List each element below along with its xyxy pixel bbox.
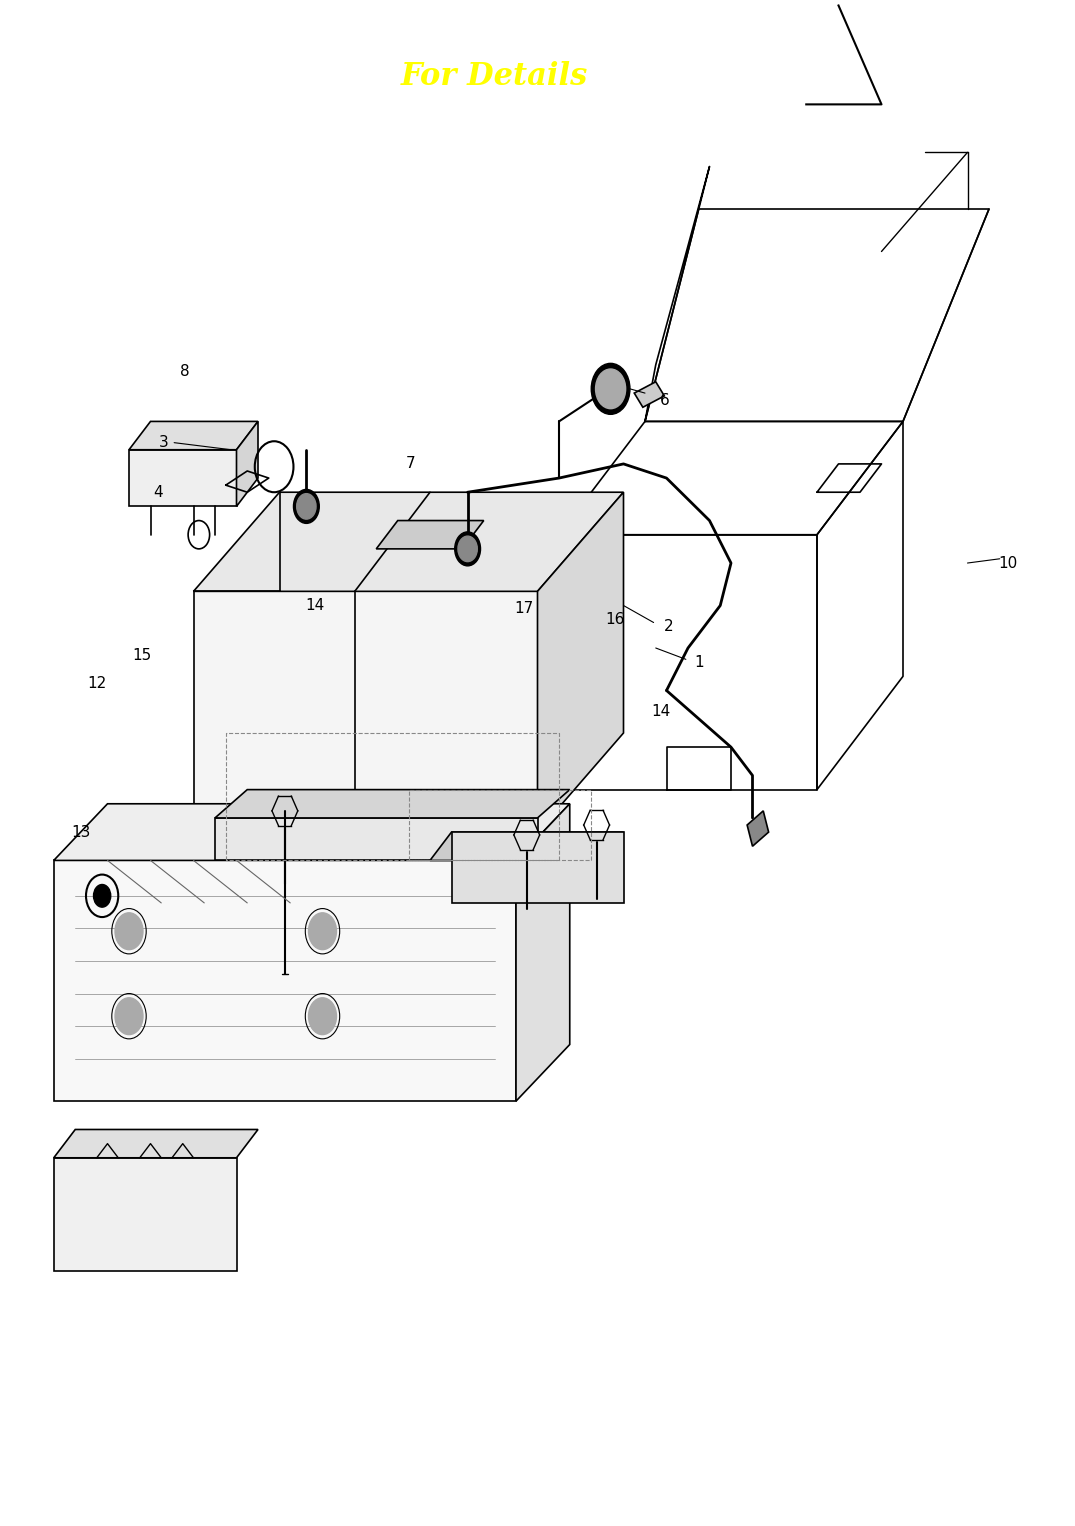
Polygon shape (516, 804, 570, 1102)
Circle shape (591, 363, 630, 415)
Polygon shape (215, 818, 538, 861)
Polygon shape (54, 804, 570, 861)
Text: 12: 12 (87, 676, 106, 691)
Circle shape (458, 536, 477, 562)
Text: 3: 3 (158, 435, 169, 450)
Text: 2: 2 (664, 620, 673, 635)
Text: 7: 7 (406, 456, 415, 472)
Circle shape (293, 490, 319, 523)
Text: 10: 10 (999, 555, 1018, 571)
Circle shape (309, 913, 336, 949)
Polygon shape (129, 421, 258, 450)
Circle shape (309, 998, 336, 1035)
Polygon shape (194, 493, 624, 592)
Circle shape (94, 885, 111, 906)
Text: 6: 6 (659, 392, 670, 407)
Text: 16: 16 (605, 612, 625, 627)
Polygon shape (129, 450, 236, 507)
Text: 17: 17 (514, 601, 533, 617)
Polygon shape (54, 1129, 258, 1158)
Polygon shape (452, 832, 624, 903)
Circle shape (115, 913, 143, 949)
Text: CLICK HERE: CLICK HERE (435, 21, 554, 40)
Polygon shape (538, 493, 624, 832)
Polygon shape (194, 592, 538, 832)
Text: 13: 13 (71, 824, 90, 839)
Polygon shape (376, 520, 484, 549)
Text: For Details: For Details (401, 61, 588, 93)
Circle shape (455, 533, 481, 566)
Text: 14: 14 (651, 703, 671, 719)
Polygon shape (634, 382, 664, 407)
Circle shape (596, 369, 626, 409)
Polygon shape (54, 861, 516, 1102)
Circle shape (297, 493, 316, 519)
Text: 15: 15 (132, 647, 152, 662)
Circle shape (115, 998, 143, 1035)
Polygon shape (236, 421, 258, 507)
Polygon shape (54, 1158, 236, 1271)
Polygon shape (747, 810, 769, 847)
Polygon shape (430, 832, 624, 861)
Text: 14: 14 (305, 598, 325, 613)
Text: 4: 4 (154, 485, 162, 499)
Polygon shape (215, 789, 570, 818)
Text: 8: 8 (181, 365, 189, 380)
Text: 1: 1 (694, 655, 703, 670)
